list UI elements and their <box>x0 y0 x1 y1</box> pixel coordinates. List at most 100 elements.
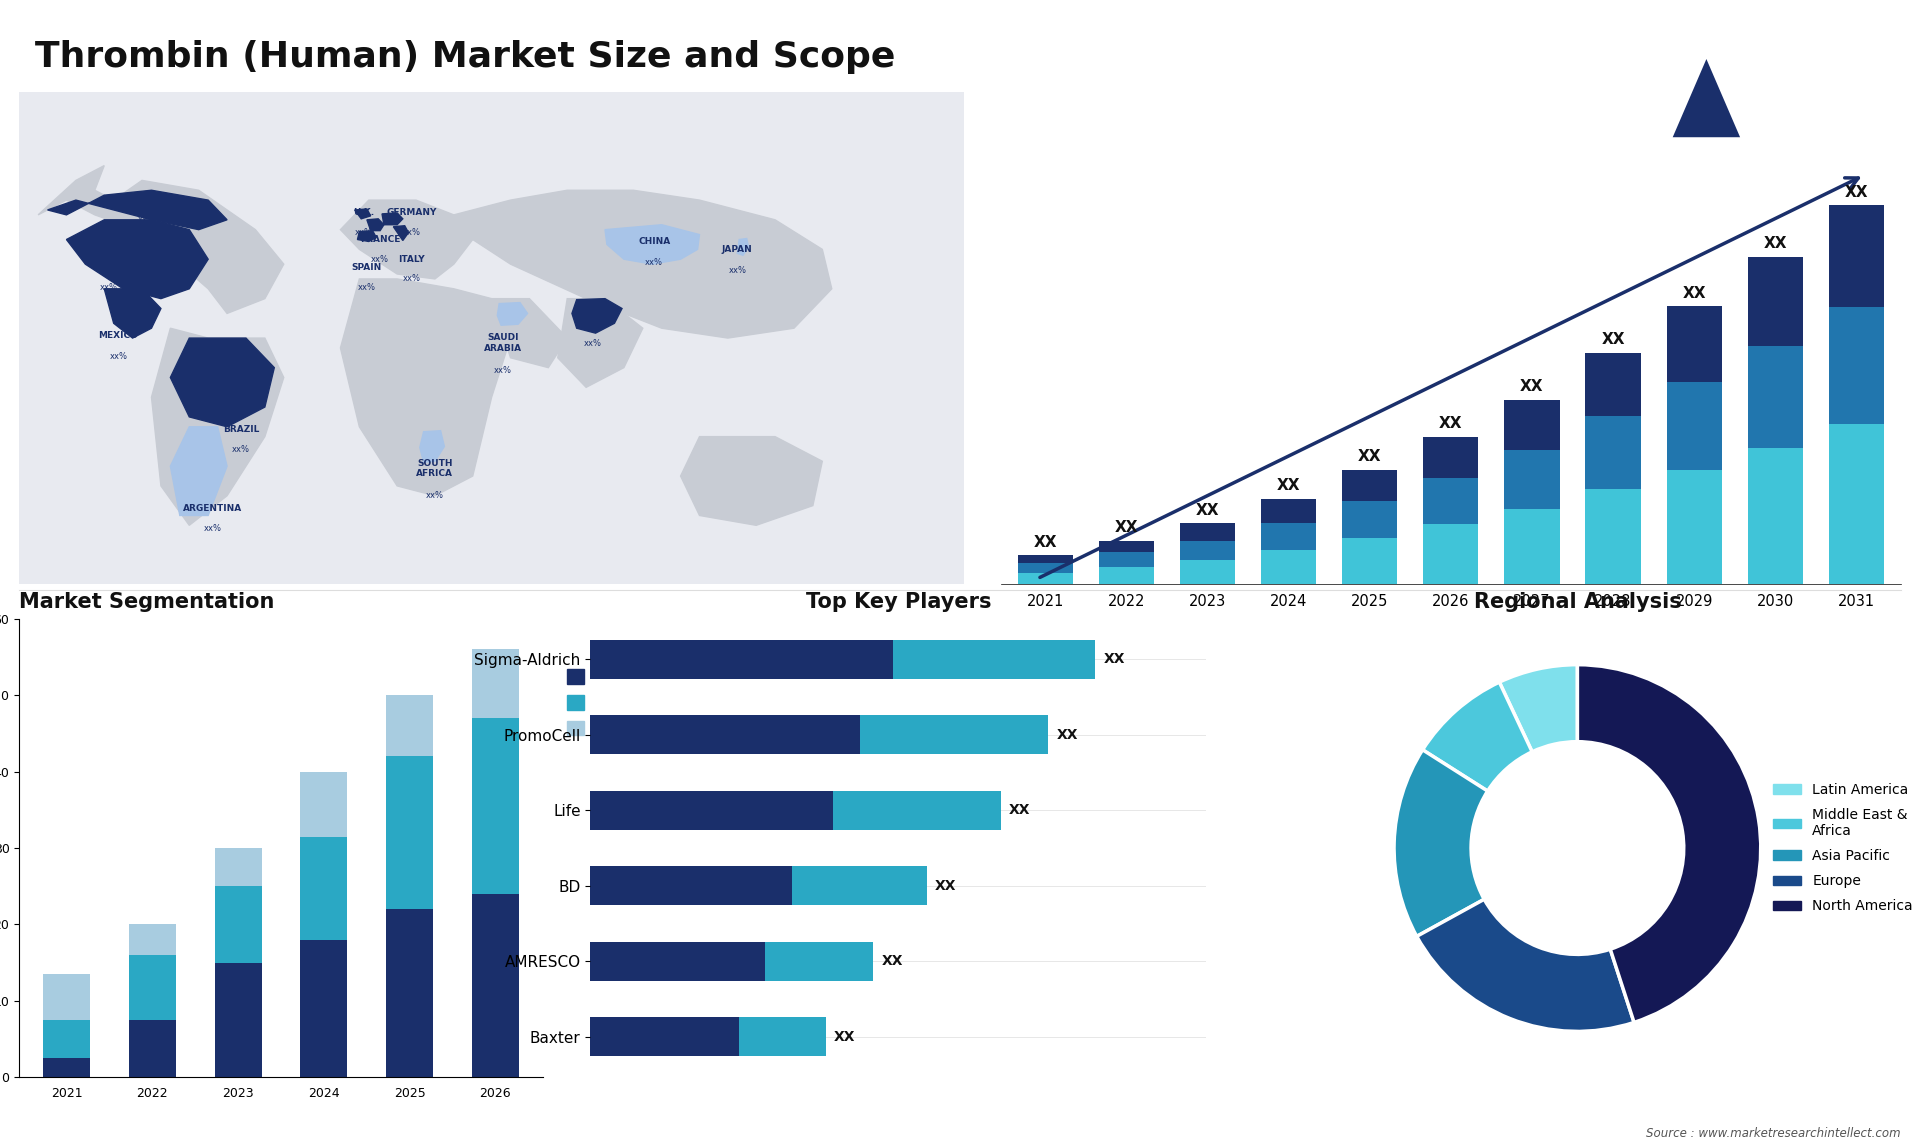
Wedge shape <box>1394 749 1488 936</box>
Bar <box>1261 550 1317 584</box>
Text: XX: XX <box>1010 803 1031 817</box>
Bar <box>300 771 348 837</box>
Title: Top Key Players: Top Key Players <box>806 591 991 612</box>
Text: XX: XX <box>1116 520 1139 535</box>
Bar <box>766 942 874 981</box>
Bar <box>793 866 927 905</box>
Bar <box>1342 537 1398 584</box>
Polygon shape <box>367 219 384 230</box>
Bar <box>591 866 793 905</box>
Text: XX: XX <box>1056 728 1077 741</box>
Text: xx%: xx% <box>584 339 601 348</box>
Bar <box>1181 524 1235 541</box>
Bar <box>833 791 1000 830</box>
Text: xx%: xx% <box>403 228 420 236</box>
Polygon shape <box>340 278 511 496</box>
Bar <box>591 942 766 981</box>
Text: ITALY: ITALY <box>397 254 424 264</box>
Text: U.S.: U.S. <box>98 262 119 272</box>
Text: MEXICO: MEXICO <box>98 331 138 340</box>
Polygon shape <box>420 431 444 462</box>
Text: XX: XX <box>881 955 902 968</box>
Bar <box>1181 560 1235 584</box>
Text: XX: XX <box>1601 332 1624 347</box>
Polygon shape <box>1655 29 1759 138</box>
Text: INDIA: INDIA <box>578 319 607 328</box>
Bar <box>1018 563 1073 573</box>
Legend: Latin America, Middle East &
Africa, Asia Pacific, Europe, North America: Latin America, Middle East & Africa, Asi… <box>1768 777 1918 919</box>
Polygon shape <box>492 299 566 368</box>
Wedge shape <box>1578 665 1761 1022</box>
Text: xx%: xx% <box>204 524 223 533</box>
Polygon shape <box>48 190 227 229</box>
Bar <box>386 756 434 909</box>
Bar <box>1667 470 1722 584</box>
Text: XX: XX <box>1440 416 1463 431</box>
Text: xx%: xx% <box>728 266 747 275</box>
Polygon shape <box>171 338 275 426</box>
Bar <box>1747 448 1803 584</box>
Wedge shape <box>1500 665 1578 752</box>
Bar <box>1505 509 1559 584</box>
Bar <box>300 837 348 940</box>
Polygon shape <box>357 230 376 242</box>
Text: Thrombin (Human) Market Size and Scope: Thrombin (Human) Market Size and Scope <box>35 40 895 74</box>
Text: XX: XX <box>1682 285 1705 300</box>
Bar <box>386 696 434 756</box>
Text: ARGENTINA: ARGENTINA <box>182 503 242 512</box>
Bar <box>472 894 518 1077</box>
Polygon shape <box>572 299 622 333</box>
Text: xx%: xx% <box>357 283 376 292</box>
Bar <box>1018 573 1073 584</box>
Bar <box>1018 556 1073 563</box>
Bar <box>1423 478 1478 524</box>
Polygon shape <box>104 289 161 338</box>
Polygon shape <box>737 238 749 256</box>
Text: MARKET: MARKET <box>1770 52 1814 61</box>
Bar <box>860 715 1048 754</box>
Polygon shape <box>152 328 284 525</box>
Title: Regional Analysis: Regional Analysis <box>1473 591 1682 612</box>
Text: xx%: xx% <box>109 352 127 361</box>
Text: XX: XX <box>1104 652 1125 666</box>
Bar <box>1586 489 1640 584</box>
Bar <box>1747 346 1803 448</box>
Text: U.K.: U.K. <box>353 207 374 217</box>
Text: BRAZIL: BRAZIL <box>223 425 259 433</box>
Bar <box>1828 424 1884 584</box>
Bar <box>300 940 348 1077</box>
Text: GERMANY: GERMANY <box>386 207 436 217</box>
Text: XX: XX <box>1521 379 1544 394</box>
Text: XX: XX <box>1763 236 1788 251</box>
Polygon shape <box>38 166 284 314</box>
Polygon shape <box>1672 58 1740 138</box>
Bar <box>42 1020 90 1058</box>
Text: XX: XX <box>1196 503 1219 518</box>
Bar <box>129 925 177 955</box>
Text: xx%: xx% <box>645 258 662 267</box>
Bar <box>215 886 261 963</box>
Bar <box>591 715 860 754</box>
Text: xx%: xx% <box>371 254 390 264</box>
Bar <box>1505 450 1559 509</box>
Bar <box>893 639 1094 678</box>
Text: SOUTH
AFRICA: SOUTH AFRICA <box>417 458 453 478</box>
Bar <box>1098 552 1154 567</box>
Text: RESEARCH: RESEARCH <box>1770 79 1824 87</box>
Bar <box>129 1020 177 1077</box>
Text: XX: XX <box>833 1030 856 1044</box>
Text: SAUDI
ARABIA: SAUDI ARABIA <box>484 333 522 353</box>
Bar <box>1423 524 1478 584</box>
Bar <box>591 791 833 830</box>
Bar <box>1667 383 1722 470</box>
Polygon shape <box>340 201 472 278</box>
Bar <box>215 848 261 886</box>
Bar <box>1586 353 1640 416</box>
Text: CHINA: CHINA <box>637 237 670 246</box>
Bar <box>1342 501 1398 537</box>
Text: XX: XX <box>935 879 956 893</box>
Text: xx%: xx% <box>100 283 117 292</box>
Text: xx%: xx% <box>426 492 444 501</box>
Bar <box>215 963 261 1077</box>
Polygon shape <box>453 190 831 338</box>
